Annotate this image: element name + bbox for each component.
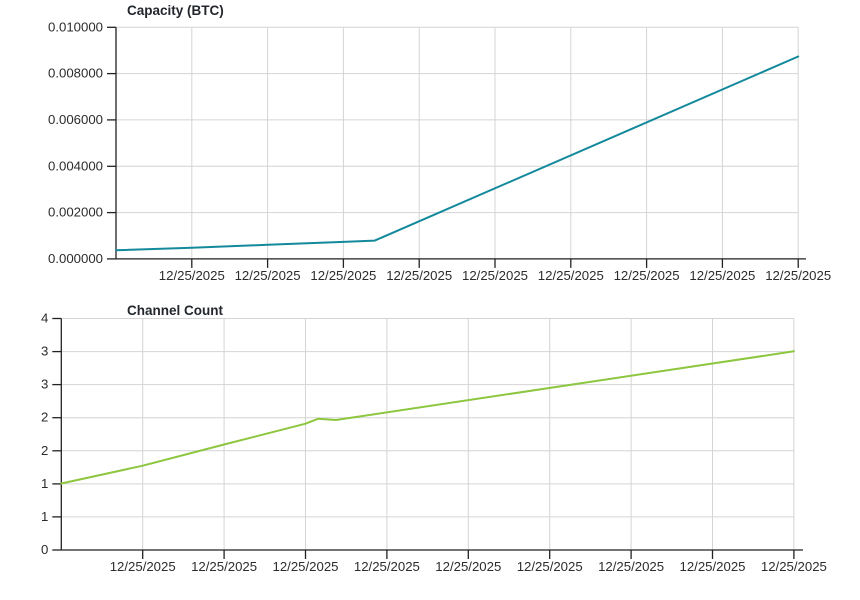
svg-text:12/25/2025: 12/25/2025 <box>765 268 831 283</box>
svg-text:12/25/2025: 12/25/2025 <box>614 268 680 283</box>
svg-text:12/25/2025: 12/25/2025 <box>386 268 452 283</box>
svg-text:12/25/2025: 12/25/2025 <box>272 559 338 574</box>
svg-text:12/25/2025: 12/25/2025 <box>435 559 501 574</box>
svg-text:12/25/2025: 12/25/2025 <box>191 559 257 574</box>
svg-text:0.008000: 0.008000 <box>48 66 103 81</box>
svg-text:0.004000: 0.004000 <box>48 158 103 173</box>
svg-text:12/25/2025: 12/25/2025 <box>761 559 827 574</box>
svg-text:4: 4 <box>41 311 48 326</box>
svg-text:12/25/2025: 12/25/2025 <box>598 559 664 574</box>
svg-text:12/25/2025: 12/25/2025 <box>679 559 745 574</box>
svg-text:12/25/2025: 12/25/2025 <box>354 559 420 574</box>
svg-text:12/25/2025: 12/25/2025 <box>517 559 583 574</box>
svg-text:0: 0 <box>41 542 48 557</box>
svg-text:1: 1 <box>41 509 48 524</box>
svg-text:0.010000: 0.010000 <box>48 19 103 34</box>
svg-text:12/25/2025: 12/25/2025 <box>689 268 755 283</box>
svg-text:0.000000: 0.000000 <box>48 251 103 266</box>
svg-text:12/25/2025: 12/25/2025 <box>110 559 176 574</box>
svg-text:12/25/2025: 12/25/2025 <box>159 268 225 283</box>
svg-text:12/25/2025: 12/25/2025 <box>235 268 301 283</box>
svg-text:2: 2 <box>41 410 48 425</box>
svg-text:12/25/2025: 12/25/2025 <box>538 268 604 283</box>
svg-text:12/25/2025: 12/25/2025 <box>310 268 376 283</box>
svg-text:2: 2 <box>41 443 48 458</box>
svg-text:12/25/2025: 12/25/2025 <box>462 268 528 283</box>
svg-text:0.006000: 0.006000 <box>48 112 103 127</box>
svg-text:3: 3 <box>41 377 48 392</box>
svg-text:0.002000: 0.002000 <box>48 205 103 220</box>
svg-text:1: 1 <box>41 476 48 491</box>
svg-text:3: 3 <box>41 344 48 359</box>
